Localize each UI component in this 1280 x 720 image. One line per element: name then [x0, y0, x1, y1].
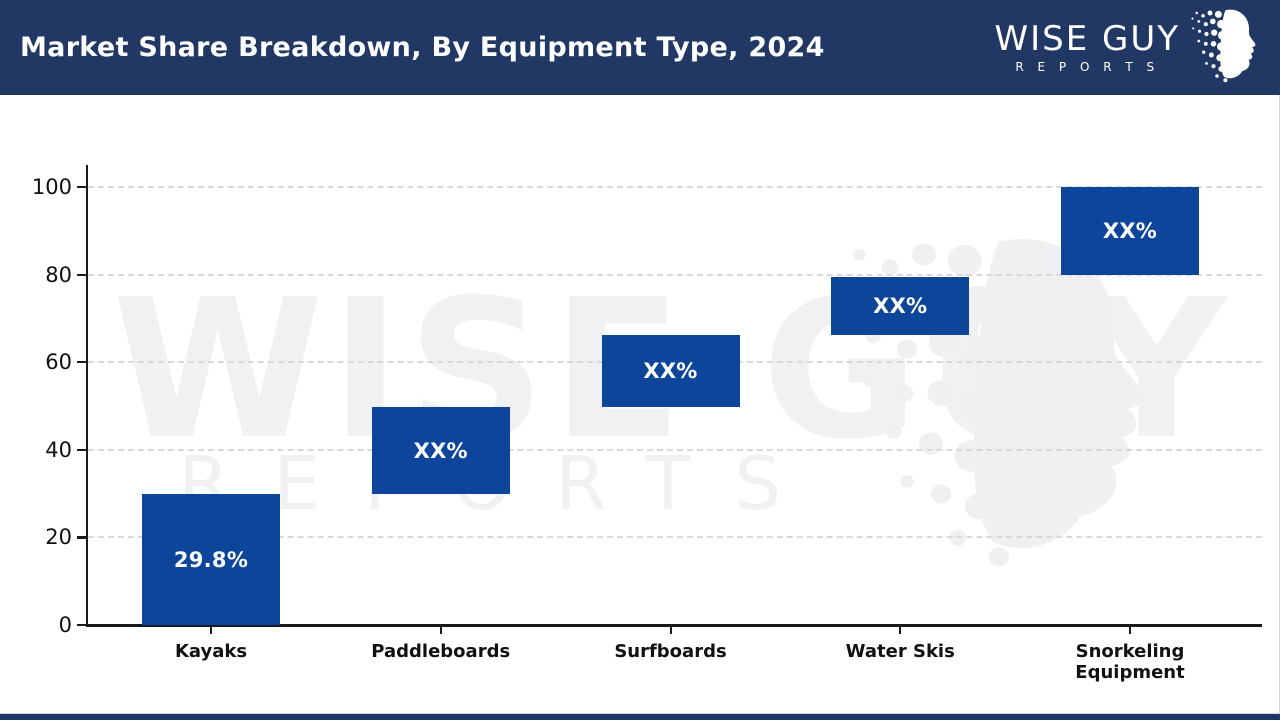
bar-value-label: XX% [413, 438, 468, 463]
page-title: Market Share Breakdown, By Equipment Typ… [20, 32, 825, 63]
bar-value-label: XX% [1102, 218, 1158, 243]
y-axis-tick-label: 100 [31, 175, 72, 199]
y-gridline [88, 536, 1262, 539]
y-axis-tick [77, 186, 86, 189]
y-gridline [88, 273, 1262, 276]
brand-subname: R E P O R T S [1015, 60, 1160, 74]
bar-value-label: XX% [643, 358, 698, 383]
footer-bar [0, 713, 1280, 720]
plot: 0 20 40 60 80 100 Kayaks 29.8% Paddleboards XX% Su… [0, 95, 1280, 713]
bar-value-label: 29.8% [173, 547, 249, 572]
x-axis-tick [439, 626, 442, 634]
y-gridline [88, 186, 1262, 188]
x-axis-tick [210, 626, 213, 634]
y-axis-tick-label: 0 [58, 613, 72, 637]
y-axis-tick [77, 624, 86, 627]
x-axis-category-label: Paddleboards [371, 641, 511, 662]
x-axis-line [86, 624, 1262, 627]
x-axis-category-label: Water Skis [845, 641, 955, 662]
waterfall-bar: 29.8% [142, 494, 280, 625]
bar-value-label: XX% [873, 293, 928, 318]
y-axis-tick [77, 273, 86, 276]
x-axis-category-label: Kayaks [174, 641, 248, 662]
x-axis-tick [899, 626, 902, 634]
y-axis-tick [77, 361, 86, 364]
header-bar: Market Share Breakdown, By Equipment Typ… [0, 0, 1280, 95]
waterfall-bar: XX% [831, 277, 970, 335]
x-axis-category-label: Snorkeling Equipment [1075, 641, 1185, 684]
y-axis-tick-label: 80 [45, 262, 72, 287]
y-axis-tick-label: 40 [45, 437, 72, 462]
waterfall-bar: XX% [601, 335, 740, 407]
y-axis-line [86, 165, 89, 627]
brand-name: WISE GUY [994, 19, 1180, 59]
dotted-head-profile-icon [1191, 9, 1256, 82]
x-axis-tick [1129, 626, 1132, 634]
brand-logo-text: WISE GUY R E P O R T S [994, 22, 1180, 73]
x-axis-category-label: Surfboards [614, 641, 727, 662]
y-axis-tick-label: 60 [45, 350, 72, 375]
brand-logo: WISE GUY R E P O R T S [994, 6, 1266, 90]
y-axis-tick [77, 536, 86, 539]
x-axis-tick [669, 626, 672, 634]
waterfall-bar: XX% [371, 406, 510, 495]
y-axis-tick-label: 20 [45, 525, 72, 550]
y-gridline [88, 448, 1262, 451]
y-axis-tick [77, 448, 86, 451]
waterfall-bar: XX% [1061, 187, 1199, 275]
